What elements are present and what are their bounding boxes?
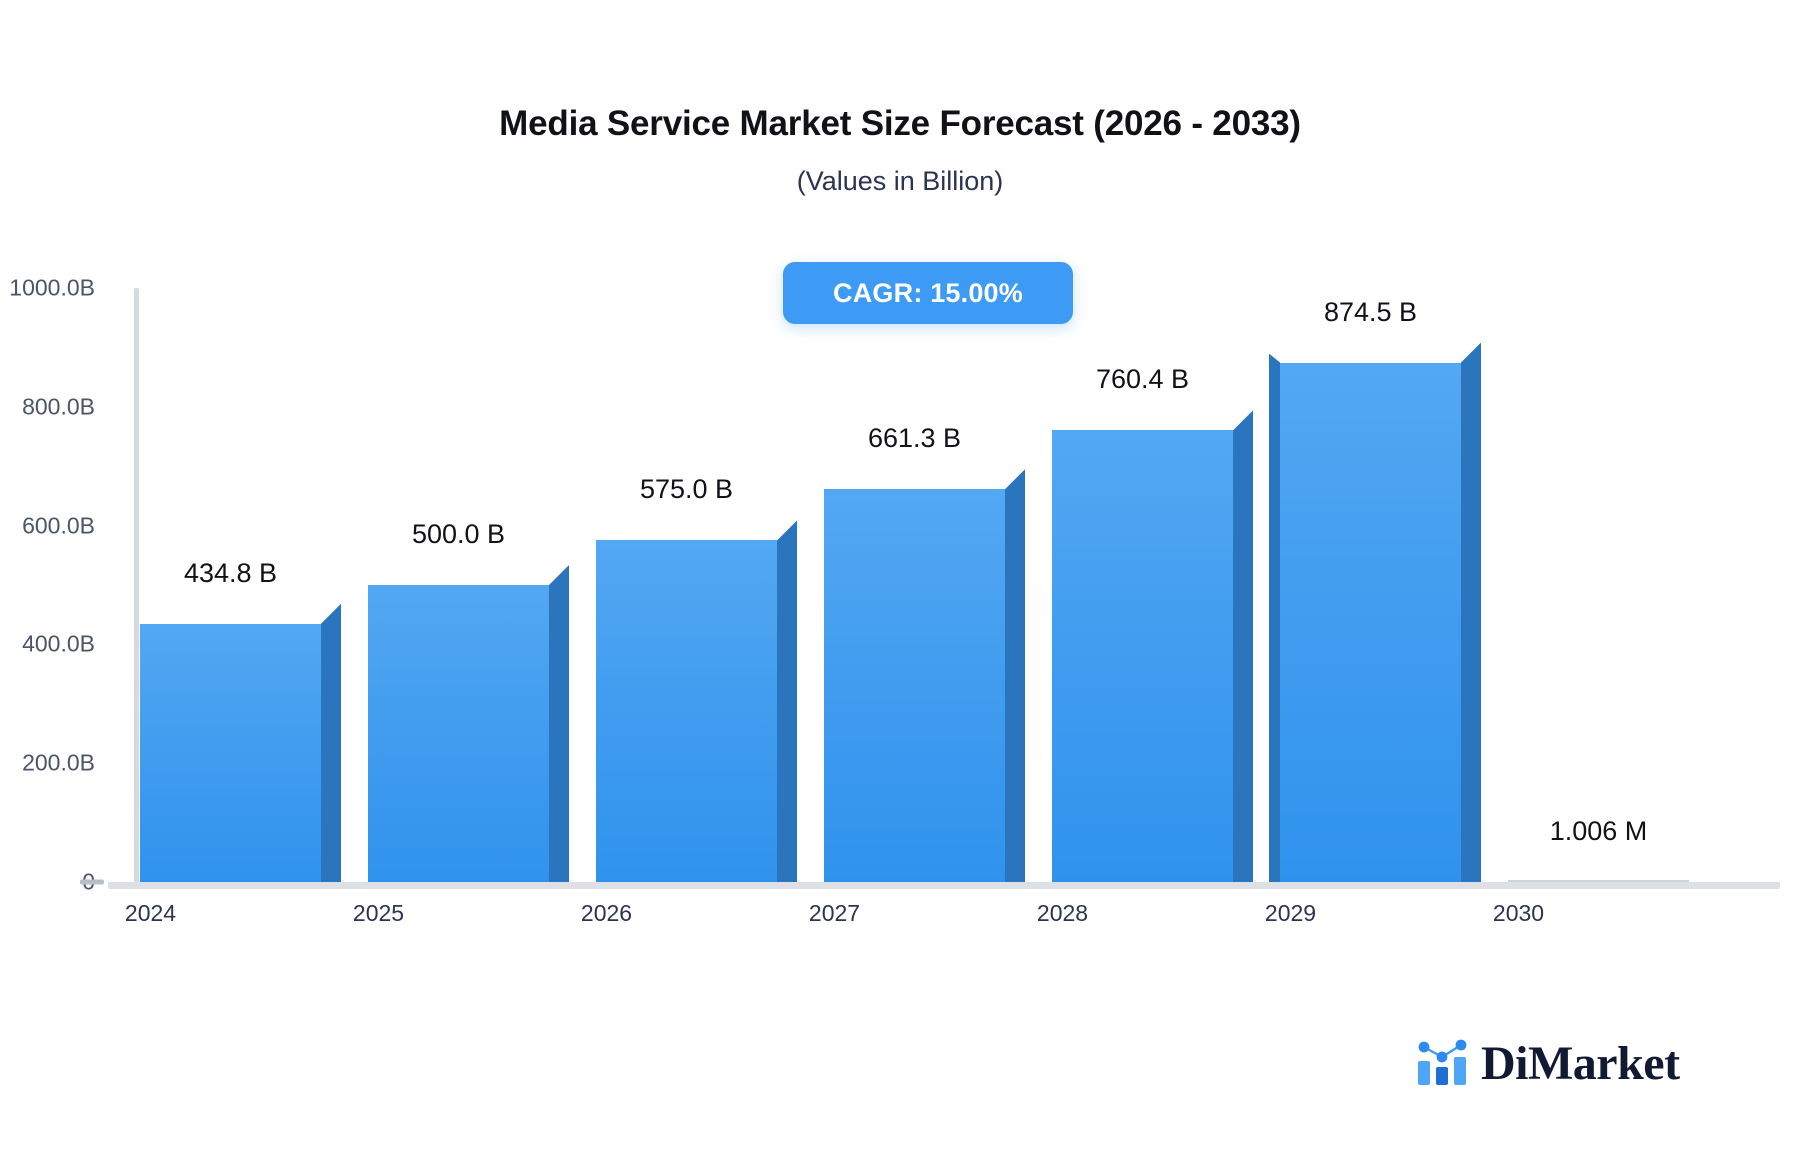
- bar-front-face: [1508, 879, 1689, 882]
- y-axis-tick-label: 200.0B: [22, 749, 95, 776]
- bar-2029: [1269, 342, 1481, 882]
- bar-2030: [1508, 862, 1709, 882]
- bar-front-face: [140, 623, 321, 882]
- bar-front-face: [596, 540, 777, 882]
- x-axis-line: [108, 882, 1780, 889]
- bar-front-face: [824, 489, 1005, 882]
- bar-value-label: 661.3 B: [867, 423, 962, 454]
- bar-front-face: [1052, 430, 1233, 882]
- bar-2027: [824, 469, 1025, 882]
- x-axis-tick-label-2029: 2029: [1264, 900, 1317, 926]
- x-axis-tick-label-2030: 2030: [1492, 900, 1545, 926]
- chart-subtitle: (Values in Billion): [796, 166, 1004, 196]
- bar-value-label: 434.8 B: [183, 557, 278, 588]
- page-title: Media Service Market Size Forecast (2026…: [499, 104, 1301, 143]
- bar-2026: [596, 520, 797, 882]
- x-axis-tick-label-2025: 2025: [352, 900, 405, 926]
- bar-side-face: [1461, 342, 1481, 882]
- bar-value-label: 500.0 B: [411, 519, 506, 549]
- bar-2025: [368, 565, 569, 882]
- bar-2024: [140, 603, 341, 882]
- bar-side-face: [777, 520, 797, 882]
- cagr-badge-label: CAGR: 15.00%: [833, 277, 1023, 308]
- cagr-badge: CAGR: 15.00%: [783, 262, 1073, 324]
- bar-side-face: [549, 565, 569, 882]
- x-axis-tick-label-2027: 2027: [808, 900, 861, 926]
- bar-side-face: [321, 603, 341, 882]
- bar-value-label: 1.006 M: [1549, 815, 1648, 846]
- y-axis-tick-label: 600.0B: [22, 512, 95, 539]
- bar-side-face: [1233, 410, 1253, 882]
- bar-front-face: [1280, 362, 1461, 882]
- bar-value-label: 874.5 B: [1323, 296, 1418, 327]
- x-axis-tick-label-2026: 2026: [580, 900, 633, 926]
- bar-left-face: [1269, 353, 1280, 882]
- bar-front-face: [368, 585, 549, 882]
- y-axis-tick-label: 800.0B: [22, 393, 95, 420]
- bar-side-face: [1005, 469, 1025, 882]
- bar-value-label: 575.0 B: [639, 474, 734, 505]
- y-axis-tick-label: 1000.0B: [9, 274, 95, 301]
- bar-2028: [1052, 410, 1253, 882]
- bar-value-label: 760.4 B: [1095, 364, 1190, 395]
- brand-name: DiMarket: [1481, 1036, 1680, 1090]
- bar-chart-icon: [1415, 1035, 1471, 1092]
- brand-logo: DiMarket: [1415, 1035, 1680, 1092]
- x-axis-tick-label-2028: 2028: [1036, 900, 1089, 926]
- y-axis-tick-mark: [80, 879, 104, 885]
- y-axis-tick-label: 400.0B: [22, 630, 95, 657]
- x-axis-tick-label-2024: 2024: [124, 900, 177, 926]
- y-axis-line: [134, 288, 139, 885]
